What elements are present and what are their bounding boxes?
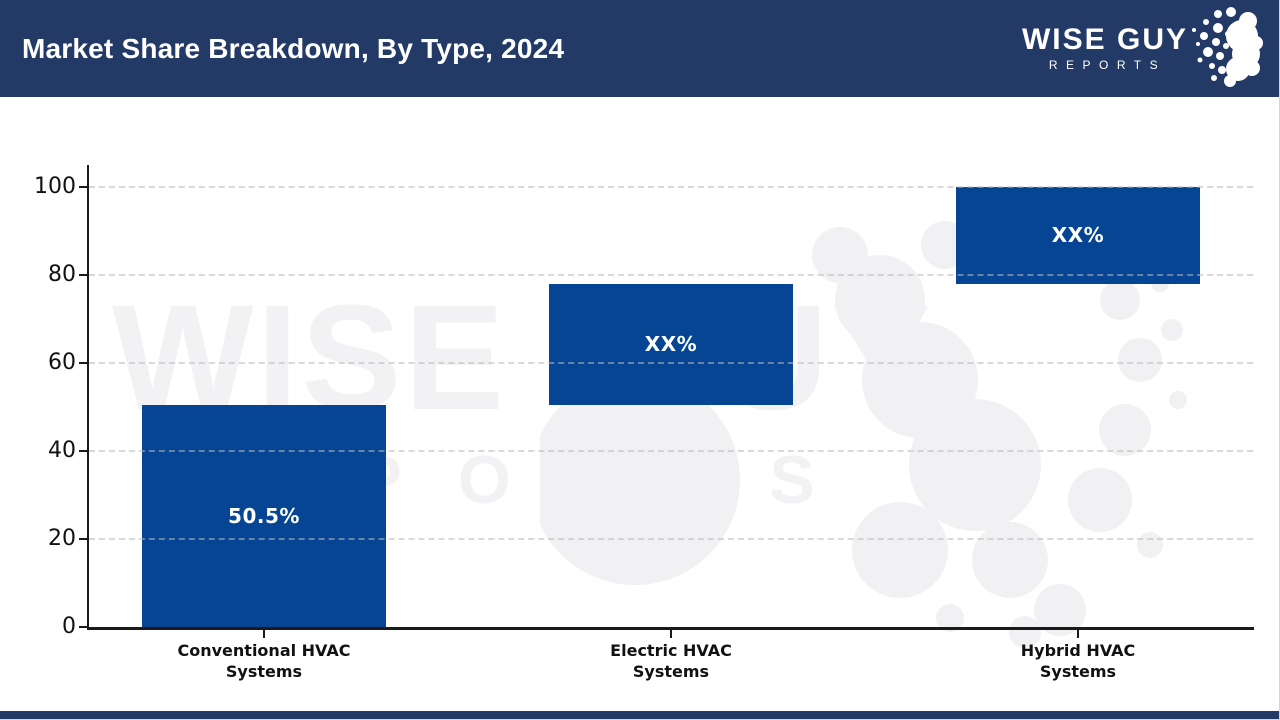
x-axis-line xyxy=(87,627,1254,630)
y-axis-tick-label: 100 xyxy=(34,174,76,199)
y-axis-tick xyxy=(79,274,87,276)
header-bar: Market Share Breakdown, By Type, 2024 WI… xyxy=(0,0,1279,97)
x-axis-tick xyxy=(1077,630,1079,638)
y-axis-tick xyxy=(79,450,87,452)
x-axis-tick xyxy=(670,630,672,638)
y-axis-tick xyxy=(79,626,87,628)
brand-sub: REPORTS xyxy=(1048,58,1167,72)
x-axis-category-label: Electric HVAC Systems xyxy=(610,641,732,681)
brand-text: WISE GUY REPORTS xyxy=(1021,23,1188,73)
bar-value-label: XX% xyxy=(644,332,698,357)
watermark-head-dots-icon xyxy=(540,194,1187,648)
y-axis-tick-label: 40 xyxy=(48,438,76,463)
y-axis-tick-label: 80 xyxy=(48,262,76,287)
gridline-20 xyxy=(89,538,1253,540)
y-axis-tick-label: 0 xyxy=(62,614,76,639)
bar-1: 50.5% xyxy=(142,404,386,627)
y-axis-tick xyxy=(79,186,87,188)
brand-logo: WISE GUY REPORTS xyxy=(1022,6,1266,92)
page-title: Market Share Breakdown, By Type, 2024 xyxy=(22,32,565,64)
gridline-60 xyxy=(89,362,1253,364)
y-axis-line xyxy=(87,165,89,630)
wiseguy-head-icon xyxy=(1192,6,1263,87)
x-axis-category-label: Conventional HVAC Systems xyxy=(177,641,351,681)
x-axis-category-label: Hybrid HVAC Systems xyxy=(1020,641,1136,681)
bar-2: XX% xyxy=(549,283,793,405)
y-axis-tick xyxy=(79,538,87,540)
gridline-100 xyxy=(89,186,1253,188)
gridline-80 xyxy=(89,274,1253,276)
x-axis-tick xyxy=(263,630,265,638)
y-axis-tick-label: 60 xyxy=(48,350,76,375)
bar-value-label: 50.5% xyxy=(228,503,300,528)
bar-3: XX% xyxy=(956,187,1200,284)
footer-bar xyxy=(0,711,1279,719)
brand-name: WISE GUY xyxy=(1021,23,1188,56)
gridline-40 xyxy=(89,450,1253,452)
y-axis-tick xyxy=(79,362,87,364)
y-axis-tick-label: 20 xyxy=(48,526,76,551)
bar-value-label: XX% xyxy=(1051,223,1105,248)
